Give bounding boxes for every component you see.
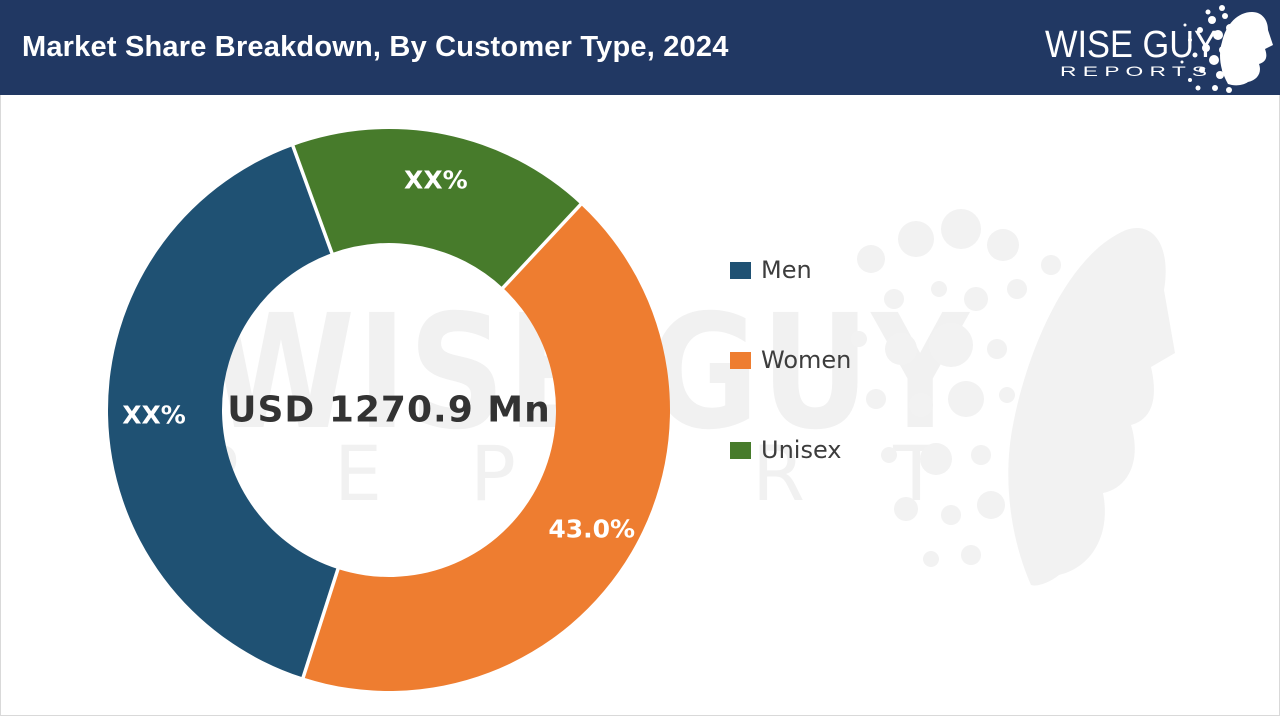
legend-item-unisex: Unisex: [730, 432, 851, 468]
legend-item-men: Men: [730, 252, 851, 288]
donut-slice-men: [107, 145, 338, 678]
donut-slice-unisex: [292, 129, 581, 288]
watermark-face-icon: [851, 209, 1175, 586]
donut-slice-women: [303, 204, 671, 691]
slice-separator: [497, 201, 584, 294]
legend-swatch-men: [730, 261, 751, 279]
donut-chart: [107, 129, 671, 691]
legend-label-unisex: Unisex: [761, 436, 842, 464]
legend-label-women: Women: [761, 346, 852, 374]
logo-subtitle: R E P O R T S: [1060, 63, 1207, 79]
logo-wordmark: WISE GUY: [1045, 24, 1217, 66]
legend: Men Women Unisex: [730, 252, 851, 522]
donut-center-value: USD 1270.9 Mn: [227, 389, 551, 431]
slice-separator: [290, 142, 336, 260]
legend-label-men: Men: [761, 256, 812, 284]
page-title: Market Share Breakdown, By Customer Type…: [22, 31, 729, 63]
logo-dots: [1180, 5, 1236, 93]
legend-swatch-unisex: [730, 441, 751, 459]
wise-guy-logo: WISE GUY R E P O R T S: [1045, 5, 1273, 93]
slice-separator: [300, 562, 342, 681]
legend-swatch-women: [730, 351, 751, 369]
logo-face-icon: [1180, 5, 1273, 93]
legend-item-women: Women: [730, 342, 851, 378]
chart-area: WISE GUY R E P O R T S XX%43.0%XX% USD 1…: [0, 95, 1280, 716]
header-bar: Market Share Breakdown, By Customer Type…: [0, 0, 1280, 95]
